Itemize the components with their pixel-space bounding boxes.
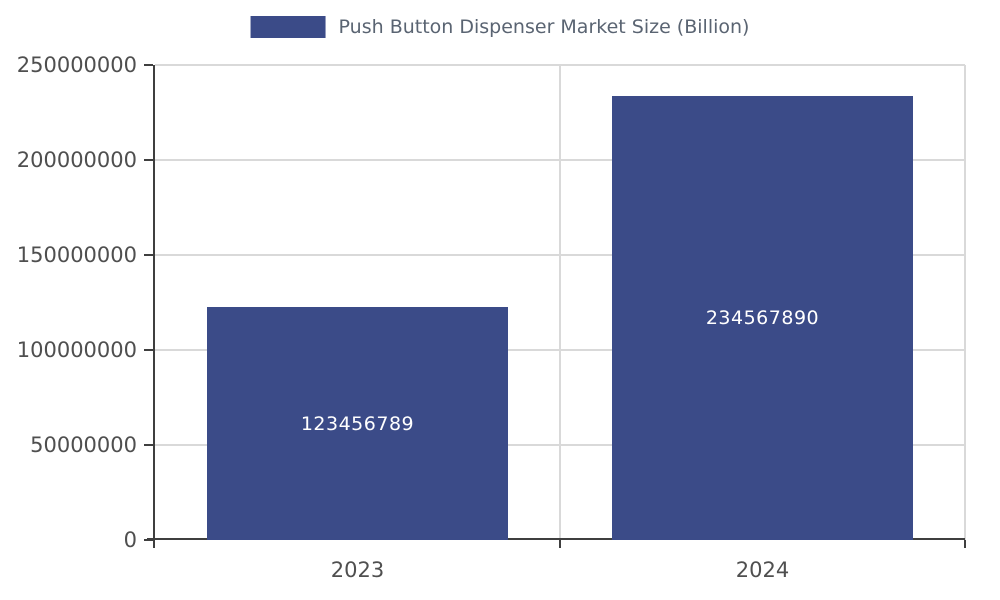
bar-value-label: 234567890 <box>705 307 820 330</box>
legend-label: Push Button Dispenser Market Size (Billi… <box>338 16 750 38</box>
bar-2024[interactable]: 234567890 <box>611 96 914 540</box>
y-tick-label: 100000000 <box>16 338 137 362</box>
vertical-gridline <box>559 65 561 540</box>
x-axis-line <box>147 538 965 540</box>
plot-area: 0 50000000 100000000 150000000 200000000 2500… <box>17 53 966 582</box>
x-axis-tick <box>559 540 561 548</box>
y-axis-tick <box>144 159 153 161</box>
x-tick-label: 2024 <box>735 558 790 582</box>
y-axis-tick <box>144 254 153 256</box>
bar-2023[interactable]: 123456789 <box>206 307 509 540</box>
x-axis-tick <box>964 540 966 548</box>
y-axis-tick <box>144 444 153 446</box>
y-axis-tick <box>144 539 153 541</box>
legend[interactable]: Push Button Dispenser Market Size (Billi… <box>250 16 750 38</box>
x-tick-label: 2023 <box>330 558 385 582</box>
y-axis-tick <box>144 64 153 66</box>
y-tick-label: 50000000 <box>30 433 137 457</box>
vertical-gridline <box>964 65 966 540</box>
y-axis-tick <box>144 349 153 351</box>
y-axis-line <box>153 65 155 548</box>
bar-value-label: 123456789 <box>300 412 415 435</box>
y-tick-label: 200000000 <box>16 148 137 172</box>
y-tick-label: 150000000 <box>16 243 137 267</box>
y-tick-label: 0 <box>123 528 137 552</box>
legend-swatch-icon <box>250 16 326 38</box>
y-tick-label: 250000000 <box>16 53 137 77</box>
